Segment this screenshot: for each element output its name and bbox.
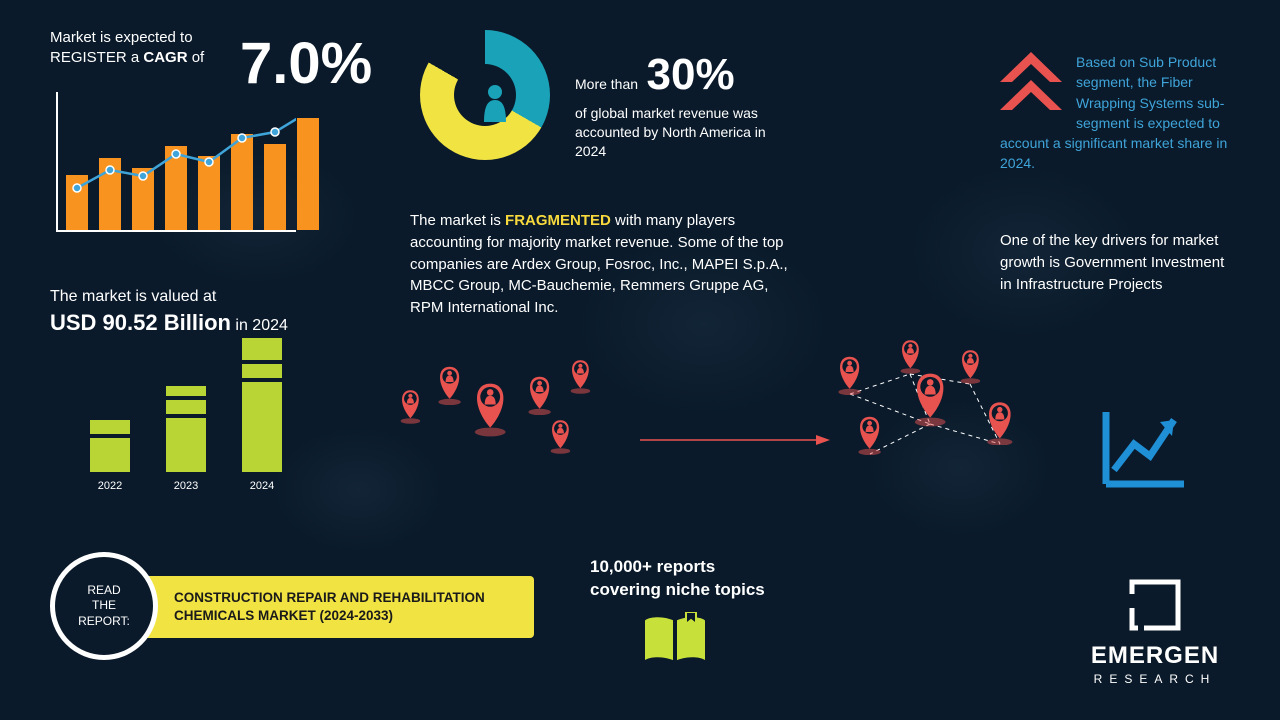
logo-name: EMERGEN — [1070, 642, 1240, 670]
cagr-headline: Market is expected to REGISTER a CAGR of… — [50, 28, 370, 69]
valued-big: USD 90.52 Billion — [50, 310, 231, 335]
book-icon — [640, 612, 710, 672]
valued-pre: The market is valued at — [50, 288, 216, 305]
cta-circle[interactable]: READ THE REPORT: — [50, 552, 158, 660]
cta-title: CONSTRUCTION REPAIR AND REHABILITATION C… — [174, 589, 522, 624]
green-bar-segment — [90, 438, 130, 472]
map-pin-icon — [980, 397, 1020, 446]
green-bar-segment — [90, 420, 130, 434]
cagr-value: 7.0% — [240, 30, 372, 97]
green-bar-column — [166, 382, 206, 472]
map-pin-icon — [955, 346, 986, 384]
map-pin-icon — [545, 416, 576, 454]
green-bar-segment — [166, 418, 206, 472]
cta-c3: REPORT: — [78, 614, 130, 628]
chevron-up-icon — [1000, 52, 1062, 116]
map-pins-scatter — [380, 370, 660, 490]
valuation-block: The market is valued at USD 90.52 Billio… — [50, 286, 310, 339]
donut-pre: More than — [575, 76, 638, 92]
map-pin-icon — [466, 377, 514, 436]
valued-post: in 2024 — [231, 317, 288, 334]
reports-count: 10,000+ reports covering niche topics — [590, 556, 850, 602]
cta-c1: READ — [87, 583, 120, 597]
arrow-right-icon — [640, 430, 830, 450]
emergen-logo: EMERGEN RESEARCH — [1070, 574, 1240, 686]
cta-bar[interactable]: CONSTRUCTION REPAIR AND REHABILITATION C… — [104, 576, 534, 638]
green-bar-label: 2022 — [85, 480, 135, 492]
reports-l1: 10,000+ reports — [590, 557, 715, 576]
map-pin-icon — [832, 352, 867, 395]
frag-highlight: FRAGMENTED — [505, 212, 611, 229]
cagr-pre-2a: REGISTER a — [50, 49, 143, 66]
donut-post: of global market revenue was accounted b… — [575, 104, 785, 161]
donut-chart — [420, 30, 570, 180]
map-pin-icon — [565, 356, 596, 394]
barline-chart-icon — [56, 92, 296, 232]
cagr-pre-2b: CAGR — [143, 49, 187, 66]
reports-l2: covering niche topics — [590, 580, 765, 599]
green-bar-segment — [242, 364, 282, 378]
green-bar-segment — [242, 338, 282, 360]
donut-value: 30% — [647, 50, 735, 99]
logo-mark-icon — [1124, 574, 1186, 636]
green-bar-segment — [166, 400, 206, 414]
green-bar-column — [90, 416, 130, 472]
sub-product-text: Based on Sub Product segment, the Fiber … — [1000, 52, 1245, 174]
donut-caption: More than 30% of global market revenue w… — [575, 50, 785, 161]
map-pin-icon — [432, 362, 467, 405]
green-bar-column — [242, 334, 282, 472]
green-bar-chart: 202220232024 — [90, 340, 310, 490]
cta-c2: THE — [92, 598, 116, 612]
key-driver-text: One of the key drivers for market growth… — [1000, 230, 1240, 295]
report-cta[interactable]: CONSTRUCTION REPAIR AND REHABILITATION C… — [50, 562, 530, 652]
green-bar-segment — [166, 386, 206, 396]
map-pin-icon — [522, 372, 557, 415]
growth-chart-icon — [1100, 400, 1190, 490]
map-pin-icon — [906, 367, 954, 426]
map-pins-network — [830, 360, 1050, 500]
map-pin-icon — [395, 386, 426, 424]
green-bar-label: 2023 — [161, 480, 211, 492]
cagr-pre-line1: Market is expected to — [50, 29, 193, 46]
green-bar-segment — [242, 382, 282, 472]
barline-trend-line — [56, 92, 296, 232]
logo-sub: RESEARCH — [1070, 672, 1240, 686]
cagr-pre-2c: of — [188, 49, 205, 66]
green-bar-label: 2024 — [237, 480, 287, 492]
map-pin-icon — [852, 412, 887, 455]
frag-pre: The market is — [410, 212, 505, 229]
barline-bar — [297, 118, 319, 230]
fragmented-paragraph: The market is FRAGMENTED with many playe… — [410, 210, 790, 319]
person-icon — [478, 82, 512, 128]
